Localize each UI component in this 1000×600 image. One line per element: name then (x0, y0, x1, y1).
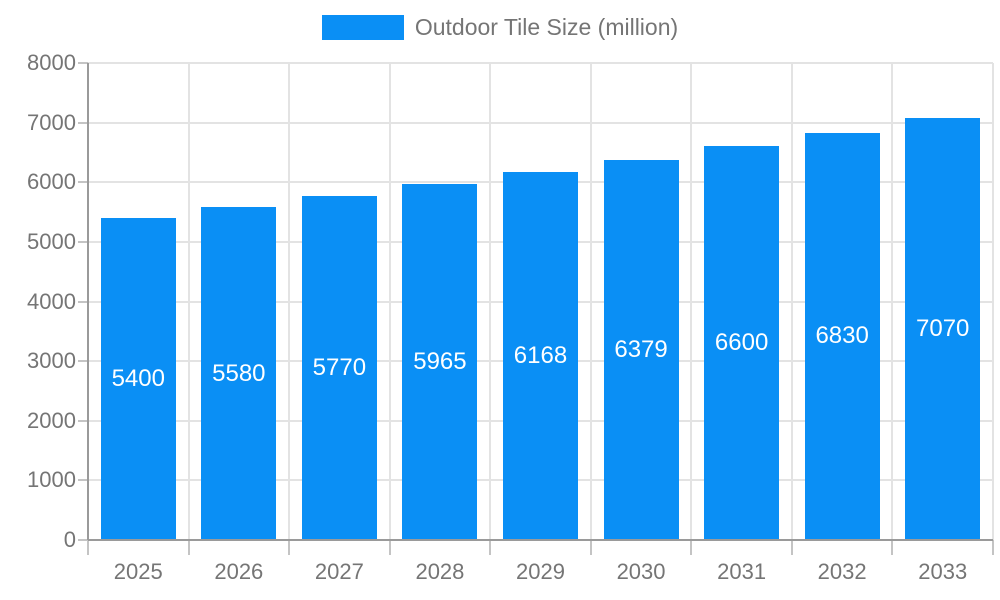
x-axis-tick-label: 2028 (415, 559, 465, 584)
x-gridline (388, 63, 391, 540)
legend-swatch[interactable] (321, 15, 404, 40)
x-axis-tick-label: 2033 (918, 559, 968, 584)
y-axis-tick (78, 419, 88, 422)
bar[interactable] (603, 159, 679, 540)
bar[interactable] (905, 118, 981, 540)
y-axis-tick (78, 539, 88, 541)
x-axis-tick-label: 2029 (516, 559, 565, 584)
legend-label[interactable]: Outdoor Tile Size (million) (414, 14, 679, 40)
x-axis-tick (790, 540, 793, 555)
y-axis-tick (78, 300, 88, 303)
x-axis-tick (187, 540, 190, 555)
bar[interactable] (201, 207, 277, 540)
bar-value-label: 7070 (916, 315, 970, 343)
y-axis-tick (78, 360, 88, 363)
legend[interactable]: Outdoor Tile Size (million) (0, 14, 1000, 41)
y-axis-tick-label: 1000 (27, 467, 76, 493)
y-axis-tick-label: 7000 (27, 109, 76, 135)
y-axis-tick-label: 3000 (27, 348, 76, 374)
y-axis-tick (78, 181, 88, 184)
bar-value-label: 6379 (614, 335, 668, 363)
bar-value-label: 5770 (312, 353, 367, 381)
x-axis-tick (589, 540, 592, 555)
x-axis-line (88, 539, 993, 541)
x-gridline (891, 63, 894, 540)
y-axis-tick-label: 2000 (27, 407, 76, 433)
y-gridline (88, 121, 993, 124)
y-axis-tick-label: 8000 (27, 50, 76, 75)
bar-value-label: 6830 (815, 322, 869, 350)
bar[interactable] (301, 195, 377, 540)
x-axis-tick-label: 2027 (314, 559, 364, 584)
y-axis-line (87, 63, 89, 540)
x-axis-tick (891, 540, 894, 555)
x-axis-tick (388, 540, 391, 555)
bar-value-label: 5965 (413, 348, 467, 376)
y-axis-tick-label: 6000 (27, 169, 76, 195)
bar-value-label: 5580 (212, 359, 266, 387)
x-gridline (589, 63, 592, 540)
y-gridline (88, 62, 993, 64)
x-axis-tick (288, 540, 291, 555)
y-axis-tick (78, 121, 88, 124)
x-axis-tick (489, 540, 492, 555)
x-axis-tick (87, 540, 89, 555)
bar-value-label: 5400 (111, 365, 165, 392)
y-axis-tick (78, 62, 88, 64)
y-axis-tick-label: 5000 (27, 228, 76, 254)
x-gridline (489, 63, 492, 540)
bar[interactable] (402, 184, 478, 540)
x-axis-tick-label: 2032 (817, 559, 867, 584)
bar[interactable] (804, 132, 880, 540)
bar[interactable] (503, 172, 578, 540)
x-gridline (288, 63, 291, 540)
bar[interactable] (704, 146, 780, 540)
x-gridline (790, 63, 793, 540)
y-axis-tick (78, 479, 88, 482)
bar[interactable] (100, 218, 176, 540)
x-gridline (690, 63, 693, 540)
bar-value-label: 6600 (714, 329, 769, 357)
x-axis-tick-label: 2031 (717, 559, 767, 584)
x-axis-tick (690, 540, 693, 555)
x-axis-tick (992, 540, 994, 555)
x-axis-tick-label: 2025 (113, 559, 163, 584)
bar-value-label: 6168 (513, 342, 568, 370)
y-axis-tick-label: 4000 (27, 288, 76, 314)
y-axis-tick (78, 240, 88, 243)
x-gridline (992, 63, 994, 540)
x-axis-tick-label: 2026 (214, 559, 264, 584)
y-axis-tick-label: 0 (63, 527, 76, 552)
x-gridline (187, 63, 190, 540)
x-axis-tick-label: 2030 (616, 559, 666, 584)
